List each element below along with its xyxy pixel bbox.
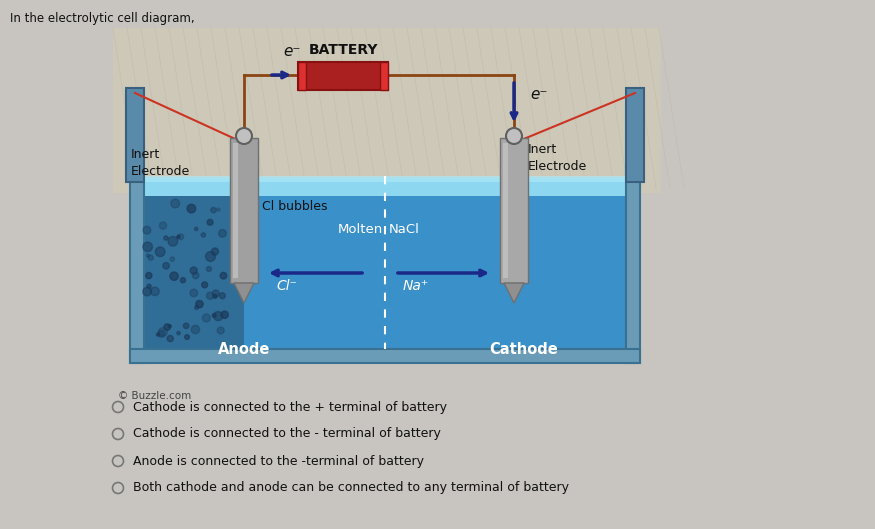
Circle shape [213, 290, 220, 297]
Circle shape [190, 267, 197, 274]
Bar [144, 178, 626, 196]
Circle shape [221, 311, 228, 318]
Circle shape [184, 323, 189, 329]
Bar [626, 88, 644, 182]
Text: Na⁺: Na⁺ [403, 279, 430, 293]
Circle shape [206, 267, 212, 271]
Circle shape [219, 230, 227, 237]
Circle shape [156, 247, 165, 257]
Text: Cathode: Cathode [490, 342, 558, 357]
Circle shape [164, 324, 171, 331]
Text: NaCl: NaCl [389, 223, 420, 236]
Circle shape [143, 226, 150, 234]
Circle shape [143, 287, 151, 296]
Circle shape [206, 292, 214, 299]
Text: e⁻: e⁻ [284, 44, 301, 59]
Circle shape [190, 289, 198, 297]
Circle shape [196, 300, 203, 308]
Circle shape [159, 222, 166, 229]
Bar [380, 62, 388, 90]
Circle shape [147, 284, 151, 288]
Text: In the electrolytic cell diagram,: In the electrolytic cell diagram, [10, 12, 194, 25]
Polygon shape [234, 283, 254, 303]
Circle shape [158, 331, 164, 338]
Bar [144, 196, 244, 349]
Circle shape [143, 242, 152, 252]
Bar [130, 168, 144, 363]
Circle shape [192, 272, 199, 279]
Circle shape [145, 272, 152, 279]
Circle shape [180, 278, 186, 283]
Circle shape [220, 293, 226, 299]
Bar [130, 349, 640, 363]
Bar [233, 143, 238, 278]
Text: Molten: Molten [338, 223, 383, 236]
Text: Both cathode and anode can be connected to any terminal of battery: Both cathode and anode can be connected … [133, 481, 569, 495]
Circle shape [201, 282, 207, 288]
Circle shape [164, 236, 168, 240]
Circle shape [201, 233, 206, 237]
Circle shape [185, 335, 189, 340]
Circle shape [506, 128, 522, 144]
Circle shape [148, 255, 153, 260]
Text: Cl bubbles: Cl bubbles [262, 200, 327, 213]
Bar [500, 138, 528, 283]
Circle shape [214, 312, 223, 321]
Circle shape [217, 208, 220, 211]
Circle shape [150, 287, 159, 296]
Circle shape [171, 199, 179, 208]
Text: Cl⁻: Cl⁻ [276, 279, 297, 293]
Circle shape [158, 327, 167, 336]
Circle shape [211, 207, 216, 213]
Circle shape [206, 252, 215, 261]
Circle shape [163, 262, 170, 269]
Circle shape [178, 234, 184, 240]
Text: BATTERY: BATTERY [308, 43, 378, 57]
Circle shape [157, 333, 159, 336]
Circle shape [214, 295, 217, 298]
Bar [298, 62, 388, 90]
Circle shape [177, 235, 180, 239]
Text: Inert
Electrode: Inert Electrode [131, 148, 190, 178]
Circle shape [212, 248, 219, 255]
Text: e⁻: e⁻ [530, 87, 548, 102]
Text: Cathode is connected to the - terminal of battery: Cathode is connected to the - terminal o… [133, 427, 441, 441]
Circle shape [220, 272, 227, 279]
Bar [144, 196, 626, 349]
Circle shape [146, 254, 150, 257]
Circle shape [170, 272, 178, 280]
Circle shape [167, 335, 173, 342]
Circle shape [217, 327, 224, 334]
Bar [126, 88, 144, 182]
Circle shape [187, 204, 196, 213]
Circle shape [168, 236, 178, 246]
Bar [626, 168, 640, 363]
Bar [113, 28, 661, 193]
Bar [298, 62, 306, 90]
Bar [230, 138, 258, 283]
Circle shape [202, 314, 210, 322]
Text: Anode: Anode [218, 342, 270, 357]
Circle shape [207, 220, 213, 225]
Bar [503, 143, 508, 278]
Bar [144, 176, 626, 182]
Polygon shape [504, 283, 524, 303]
Circle shape [194, 227, 198, 231]
Circle shape [191, 325, 200, 334]
Circle shape [236, 128, 252, 144]
Circle shape [168, 325, 172, 327]
Text: Cathode is connected to the + terminal of battery: Cathode is connected to the + terminal o… [133, 400, 447, 414]
Text: Anode is connected to the -terminal of battery: Anode is connected to the -terminal of b… [133, 454, 424, 468]
Circle shape [170, 257, 174, 261]
Text: © Buzzle.com: © Buzzle.com [118, 391, 192, 401]
Circle shape [195, 306, 199, 309]
Text: Inert
Electrode: Inert Electrode [528, 143, 587, 173]
Circle shape [177, 331, 180, 335]
Circle shape [213, 314, 216, 317]
